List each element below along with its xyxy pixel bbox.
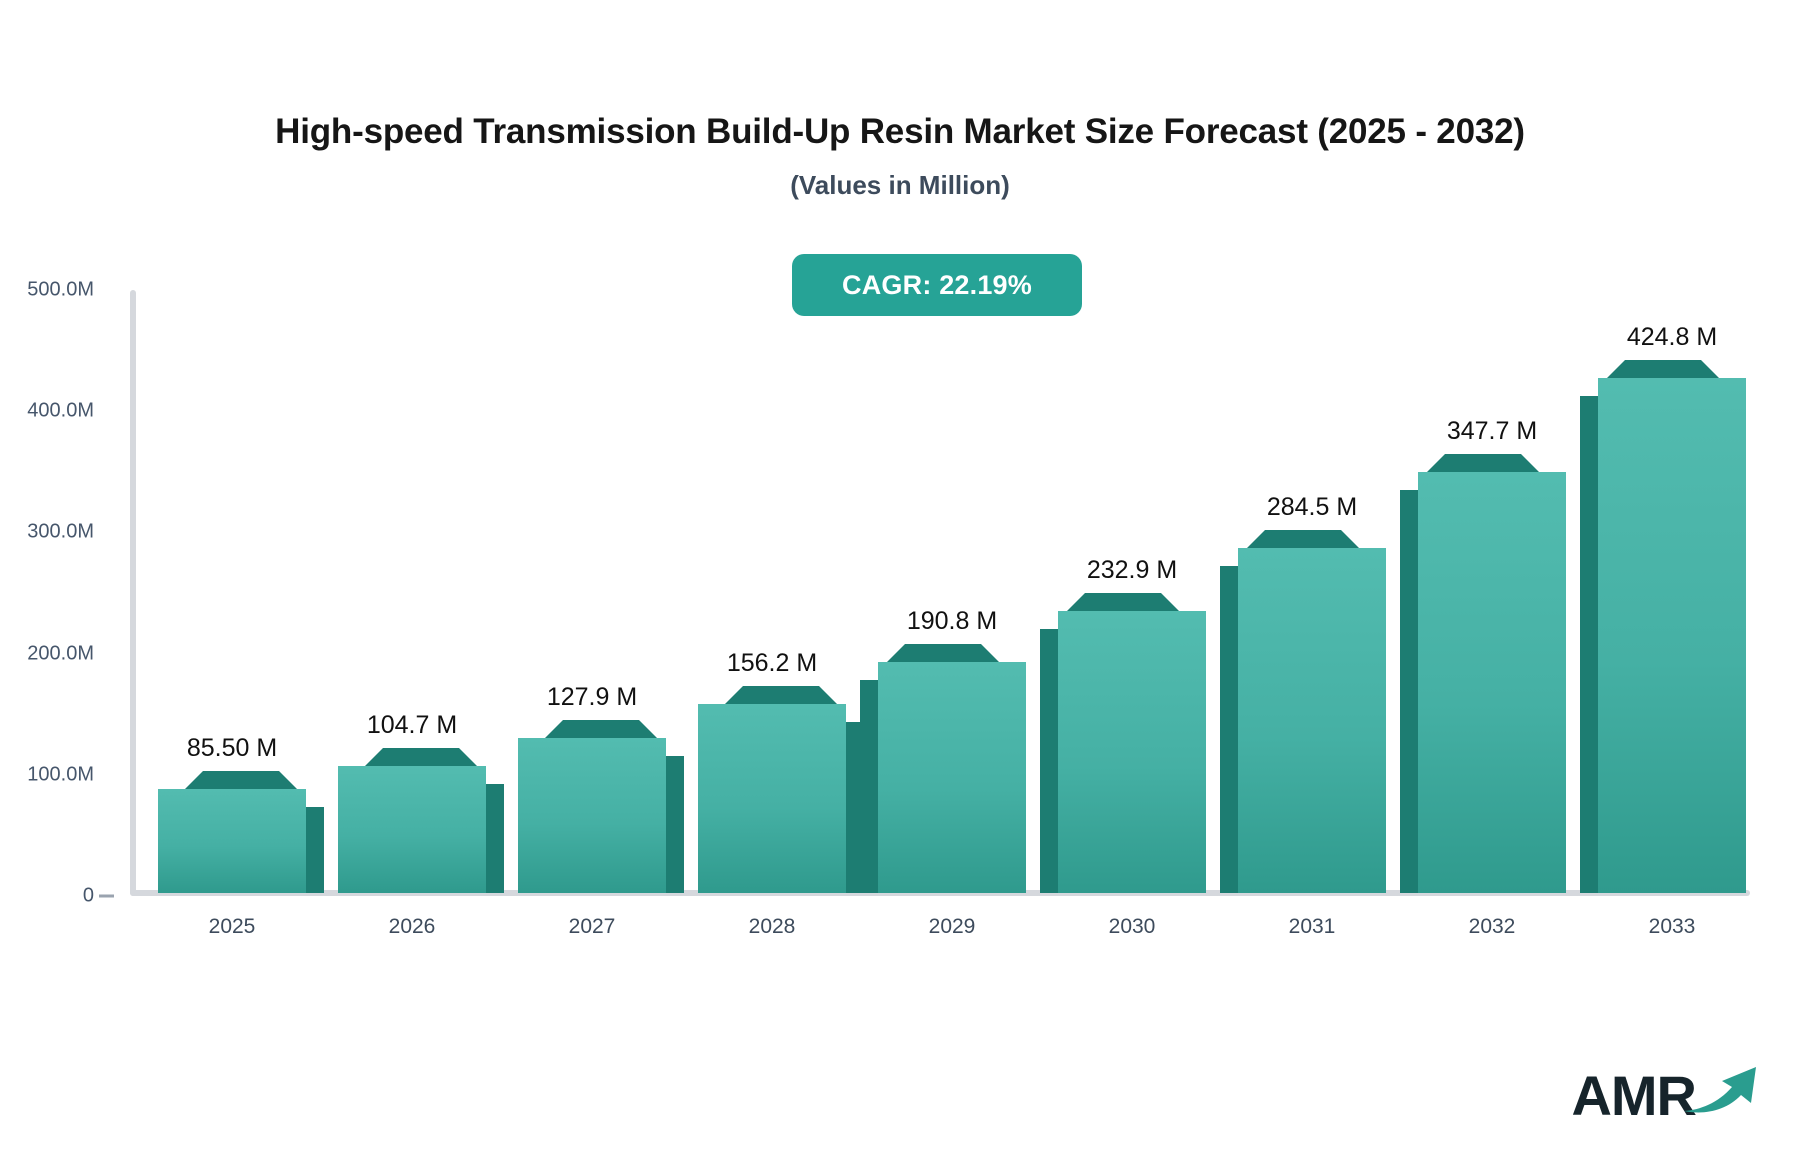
bar-2033: 424.8 M [1580,323,1746,893]
bar-face [1238,548,1386,893]
y-axis-line [130,290,136,896]
bar-top-face [545,702,657,738]
bar-top-face [1247,512,1359,549]
bar-face [1058,610,1206,893]
bar-value-label: 347.7 M [1446,416,1538,445]
bar-face [338,766,486,893]
bar-side-face [846,721,864,893]
y-axis-tick-label: 100.0M [27,763,94,786]
bar-value-label: 127.9 M [546,683,638,711]
x-axis-tick-label: 2031 [1288,915,1336,938]
y-axis-tick-label: 200.0M [27,642,94,665]
y-axis-tick-labels: 500.0M 400.0M 300.0M 200.0M 100.0M 0 [0,279,120,907]
x-axis-tick-label: 2027 [568,915,616,938]
bar-2026: 104.7 M [338,711,504,893]
bar-side-face [666,756,684,893]
bar-top-face [1067,575,1179,611]
amr-logo: AMR [1571,1061,1760,1124]
bar-top-face [1607,342,1719,379]
bar-top-face [725,668,837,704]
bar-side-face [1580,396,1598,893]
x-axis-tick-label: 2030 [1108,915,1156,938]
y-axis-tick-label: 400.0M [27,399,94,422]
x-axis-tick-label: 2028 [748,915,796,938]
bar-side-face [486,784,504,893]
growth-arrow-icon [1682,1061,1760,1120]
y-axis-tick-label: 500.0M [27,278,94,301]
x-axis-tick-label: 2032 [1468,915,1516,938]
bar-value-label: 232.9 M [1086,555,1178,584]
bar-2027: 127.9 M [518,683,684,893]
zero-tick-mark [99,894,114,898]
bar-side-face [306,807,324,893]
bar-2031: 284.5 M [1220,493,1386,893]
bar-top-face [887,626,999,662]
bar-face [518,738,666,893]
bar-top-face [1427,436,1539,472]
bar-face [698,703,846,893]
bar-2030: 232.9 M [1040,556,1206,893]
x-axis-tick-labels: 2025 2026 2027 2028 2029 2030 2031 2032 2033 [130,915,1750,951]
bar-top-face [185,753,297,790]
bar-side-face [1220,566,1238,893]
bar-2029: 190.8 M [860,607,1026,893]
bar-2028: 156.2 M [698,649,864,893]
plot-area [130,290,1750,896]
cagr-badge: CAGR: 22.19% [792,254,1082,316]
page-title: High-speed Transmission Build-Up Resin M… [275,112,1525,151]
x-axis-tick-label: 2033 [1648,915,1696,938]
bar-face [158,789,306,893]
bar-2025: 85.50 M [158,734,324,893]
bar-side-face [1040,628,1058,893]
bar-value-label: 424.8 M [1626,323,1718,352]
bar-face [1598,378,1746,893]
x-axis-tick-label: 2029 [928,915,976,938]
bar-2032: 347.7 M [1400,417,1566,893]
bar-value-label: 85.50 M [186,734,278,763]
bar-series: 85.50 M 104.7 M 127.9 M 156.2 M 190.8 M 232.9… [130,290,1750,896]
y-axis-tick-label: 0 [82,884,94,907]
bar-face [878,661,1026,893]
x-axis-tick-label: 2025 [208,915,256,938]
bar-side-face [1400,489,1418,893]
bar-value-label: 104.7 M [366,711,458,740]
bar-value-label: 284.5 M [1266,493,1358,522]
bar-top-face [365,730,477,767]
bar-side-face [860,679,878,893]
amr-logo-text: AMR [1571,1064,1697,1127]
x-axis-line [130,890,1750,896]
chart-subtitle: (Values in Million) [790,170,1010,200]
bar-value-label: 190.8 M [906,606,998,635]
bar-face [1418,471,1566,893]
bar-value-label: 156.2 M [726,648,818,677]
x-axis-tick-label: 2026 [388,915,436,938]
y-axis-tick-label: 300.0M [27,520,94,543]
